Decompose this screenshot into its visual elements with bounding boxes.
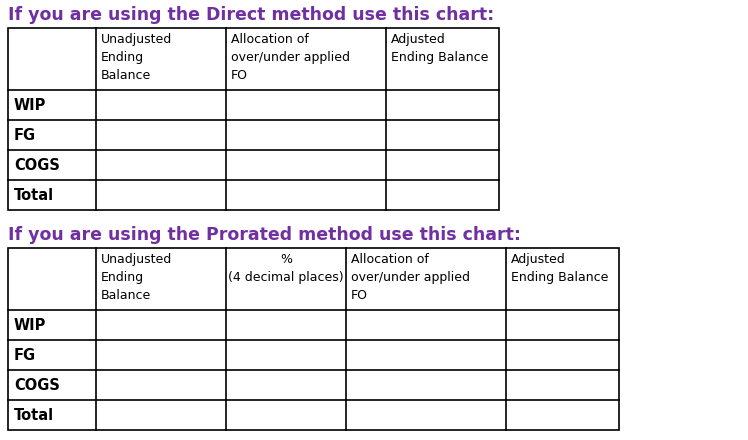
Text: WIP: WIP xyxy=(14,98,46,113)
Text: Allocation of
over/under applied
FO: Allocation of over/under applied FO xyxy=(231,33,350,82)
Text: COGS: COGS xyxy=(14,158,60,172)
Text: Total: Total xyxy=(14,407,54,422)
Text: COGS: COGS xyxy=(14,378,60,392)
Text: Unadjusted
Ending
Balance: Unadjusted Ending Balance xyxy=(101,33,172,82)
Text: Total: Total xyxy=(14,187,54,202)
Text: WIP: WIP xyxy=(14,318,46,333)
Text: If you are using the Direct method use this chart:: If you are using the Direct method use t… xyxy=(8,6,494,24)
Bar xyxy=(8,248,619,430)
Text: FG: FG xyxy=(14,128,36,143)
Text: If you are using the Prorated method use this chart:: If you are using the Prorated method use… xyxy=(8,226,521,244)
Text: Allocation of
over/under applied
FO: Allocation of over/under applied FO xyxy=(351,253,470,302)
Text: Unadjusted
Ending
Balance: Unadjusted Ending Balance xyxy=(101,253,172,302)
Text: %
(4 decimal places): % (4 decimal places) xyxy=(228,253,344,284)
Text: FG: FG xyxy=(14,348,36,363)
Text: Adjusted
Ending Balance: Adjusted Ending Balance xyxy=(511,253,608,284)
Bar xyxy=(8,28,499,210)
Text: Adjusted
Ending Balance: Adjusted Ending Balance xyxy=(391,33,488,64)
